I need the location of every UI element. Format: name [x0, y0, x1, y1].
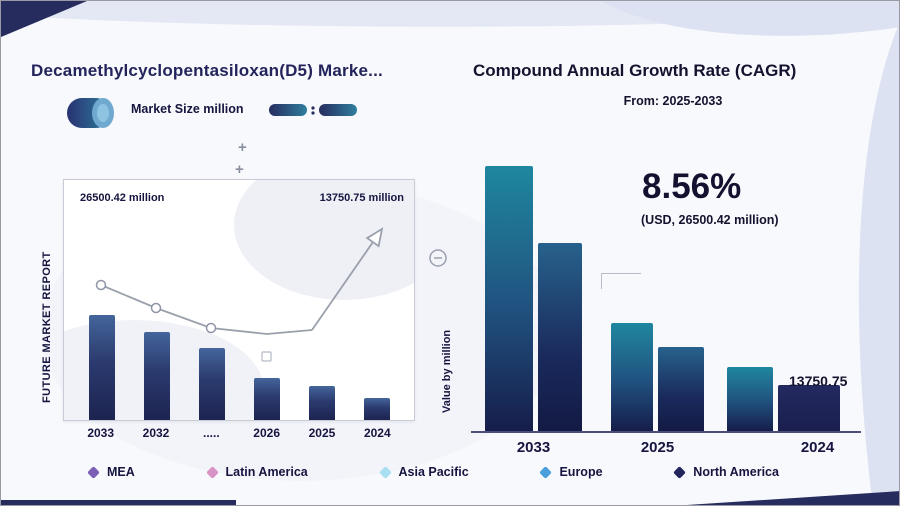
- plus-icon: +: [235, 161, 244, 178]
- legend-label: Latin America: [225, 465, 308, 479]
- slider-pill-icon: [269, 104, 357, 116]
- right-bar-a-2025: [611, 323, 653, 431]
- cagr-value: 8.56%: [642, 167, 742, 206]
- legend-label: MEA: [107, 465, 135, 479]
- legend-item-latin-america: Latin America: [205, 465, 308, 479]
- left-x-label: .....: [202, 426, 220, 440]
- left-bar-2032: [143, 332, 170, 420]
- region-legend: MEA Latin America Asia Pacific Europe North …: [87, 465, 779, 479]
- left-bar-2024: [363, 398, 390, 420]
- left-chart-title: Decamethylcyclopentasiloxan(D5) Marke...: [31, 61, 383, 80]
- legend-item-mea: MEA: [87, 465, 135, 479]
- left-bar-column: [184, 348, 239, 420]
- bracket-decoration: [601, 273, 641, 289]
- right-bar-b-2024: [778, 385, 840, 431]
- right-bar-b-2025: [658, 347, 704, 431]
- legend-item-asia-pacific: Asia Pacific: [378, 465, 469, 479]
- cagr-subtitle: From: 2025-2033: [623, 94, 723, 108]
- legend-label: North America: [693, 465, 779, 479]
- legend-item-europe: Europe: [539, 465, 603, 479]
- right-chart-title: Compound Annual Growth Rate (CAGR): [473, 61, 797, 80]
- left-x-label: 2026: [253, 426, 280, 440]
- right-bar-group-2024: [727, 367, 840, 431]
- left-x-labels: 2033 2032..... 2026 2025 2024: [73, 426, 405, 440]
- legend-diamond-icon: [539, 465, 553, 479]
- legend-label: Europe: [559, 465, 603, 479]
- left-x-label: 2032: [142, 426, 170, 440]
- left-x-label: 2025: [308, 426, 336, 440]
- legend-item-north-america: North America: [673, 465, 779, 479]
- cagr-detail: (USD, 26500.42 million): [641, 213, 779, 227]
- market-size-label: Market Size million: [131, 102, 244, 116]
- left-bar-2033: [88, 315, 115, 420]
- left-bar-column: [349, 398, 404, 420]
- right-y-axis-label: Value by million: [441, 329, 453, 413]
- legend-label: Asia Pacific: [398, 465, 469, 479]
- left-bar-column: [74, 315, 129, 420]
- right-bar-a-2024: [727, 367, 773, 431]
- left-chart-panel: 26500.42 million 13750.75 million: [63, 179, 415, 421]
- right-bar-b-2033: [538, 243, 582, 431]
- right-x-label: 2024: [800, 439, 835, 456]
- legend-diamond-icon: [673, 465, 687, 479]
- left-y-axis-label: FUTURE MARKET REPORT: [41, 251, 53, 403]
- left-bar-2025: [308, 386, 335, 420]
- annotation-end-value: 13750.75 million: [319, 192, 404, 204]
- right-bar-group-2025: [611, 323, 704, 431]
- left-bar-2026: [253, 378, 280, 420]
- right-bar-a-2033: [485, 166, 533, 431]
- legend-diamond-icon: [378, 465, 392, 479]
- value-2024-label: 13750.75: [789, 373, 848, 389]
- right-x-label: 2033: [516, 439, 551, 456]
- right-x-label: 2025: [640, 439, 675, 456]
- right-bar-group-2033: [485, 166, 582, 431]
- plus-icon: +: [238, 139, 247, 156]
- legend-diamond-icon: [87, 465, 100, 479]
- left-bar-column: [239, 378, 294, 420]
- left-bar-column: [294, 386, 349, 420]
- cylinder-icon: [67, 98, 114, 128]
- left-x-label: 2033: [87, 426, 115, 440]
- left-bar-column: [129, 332, 184, 420]
- legend-diamond-icon: [205, 465, 219, 479]
- left-bar-.....: [198, 348, 225, 420]
- annotation-start-value: 26500.42 million: [80, 192, 165, 204]
- left-bars: [74, 195, 404, 420]
- left-x-label: 2024: [363, 426, 391, 440]
- right-chart-baseline: [471, 431, 861, 433]
